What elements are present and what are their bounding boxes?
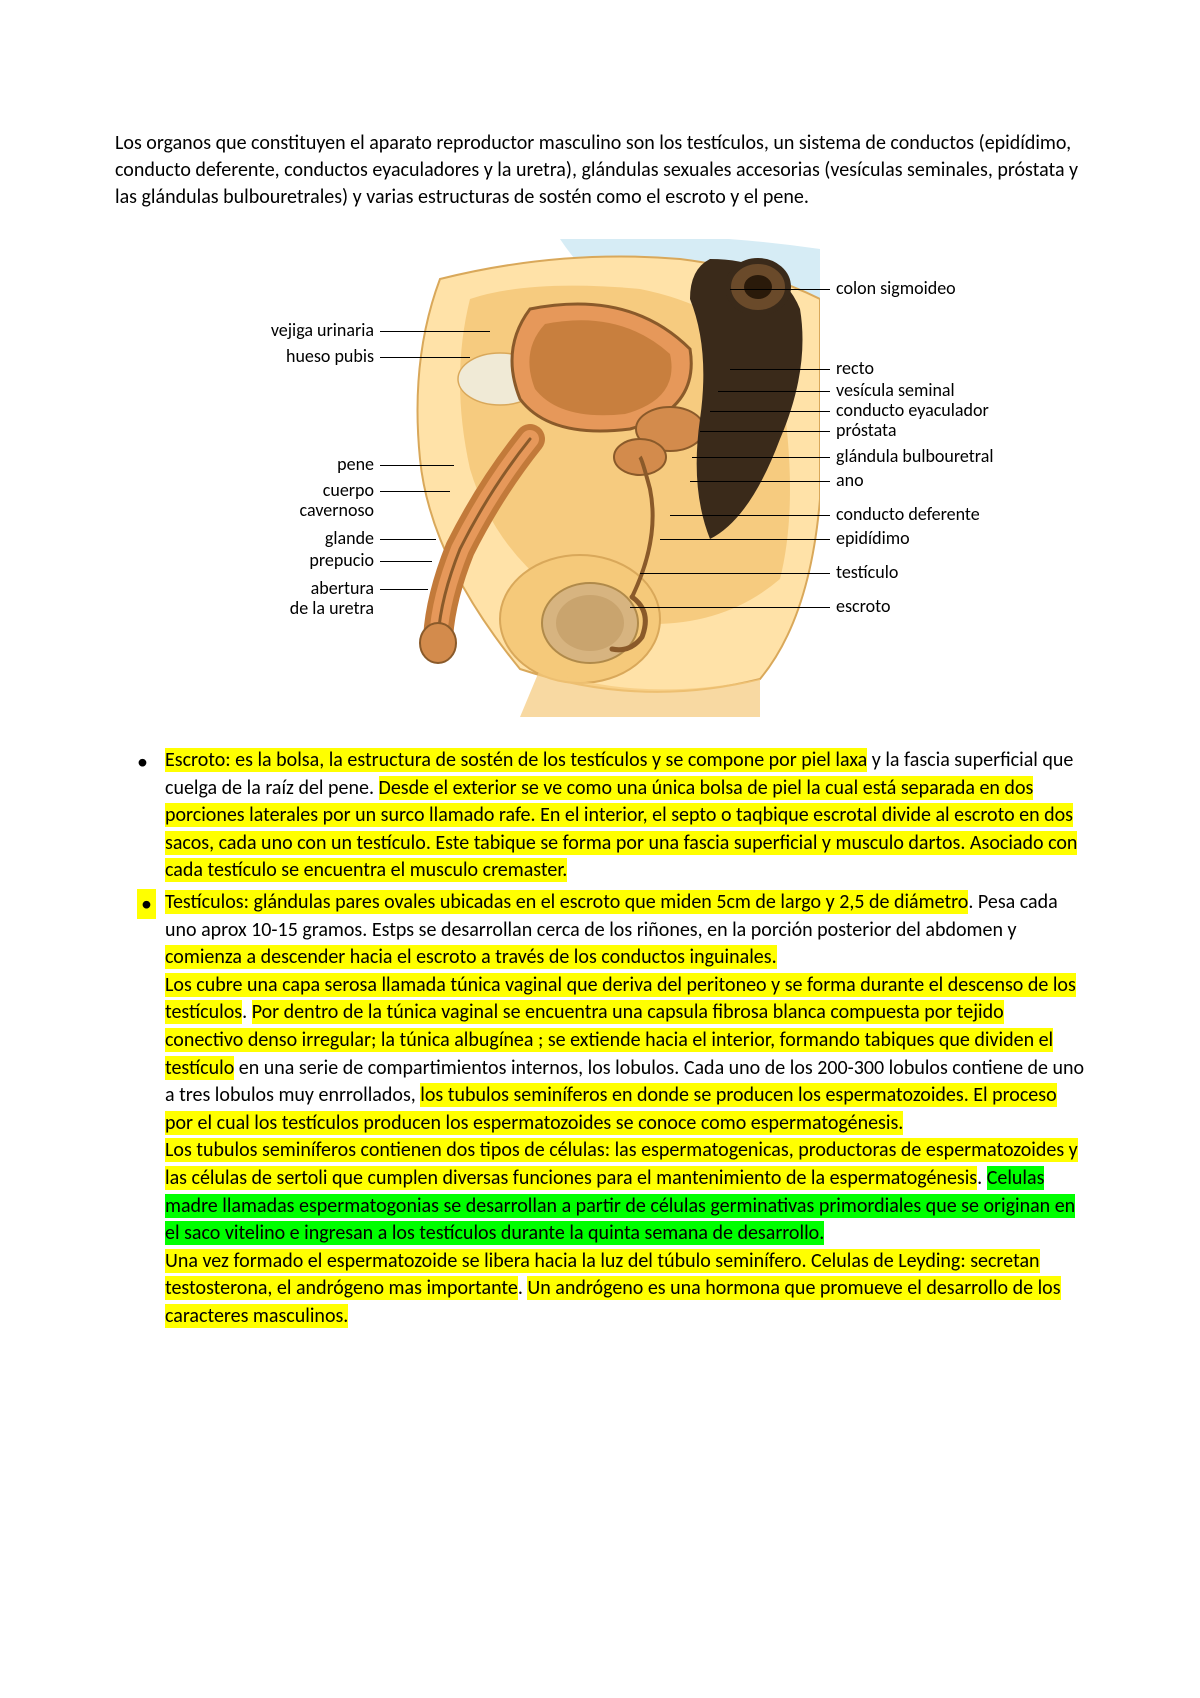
diagram-label: hueso pubis	[286, 347, 374, 367]
diagram-label: conducto deferente	[836, 505, 980, 525]
leader-line	[700, 431, 830, 432]
diagram-label: glande	[325, 529, 374, 549]
diagram-label: prepucio	[309, 551, 374, 571]
diagram-label: próstata	[836, 421, 896, 441]
leader-line	[710, 411, 830, 412]
bullet-testiculos: Testículos: glándulas pares ovales ubica…	[165, 889, 1085, 1331]
leader-line	[640, 573, 830, 574]
leader-line	[380, 491, 450, 492]
leader-line	[380, 331, 490, 332]
leader-line	[730, 369, 830, 370]
diagram-label: testículo	[836, 563, 898, 583]
text: .	[518, 1276, 528, 1300]
text: .	[977, 1166, 987, 1190]
anatomy-diagram: vejiga urinaria hueso pubis pene cuerpocave…	[170, 239, 1030, 719]
text: Los tubulos seminíferos contienen dos ti…	[165, 1138, 1078, 1190]
diagram-label: colon sigmoideo	[836, 279, 956, 299]
bullet-escroto: Escroto: es la bolsa, la estructura de s…	[165, 747, 1085, 885]
leader-line	[380, 357, 470, 358]
intro-paragraph: Los organos que constituyen el aparato r…	[115, 130, 1085, 211]
diagram-label: epidídimo	[836, 529, 910, 549]
diagram-label: pene	[337, 455, 374, 475]
notes-list: Escroto: es la bolsa, la estructura de s…	[115, 747, 1085, 1330]
leader-line	[630, 607, 830, 608]
leader-line	[718, 391, 830, 392]
leader-line	[692, 457, 830, 458]
diagram-label: ano	[836, 471, 864, 491]
document-page: Los organos que constituyen el aparato r…	[0, 0, 1200, 1698]
anatomy-svg	[380, 239, 820, 719]
diagram-label: vesícula seminal	[836, 381, 955, 401]
leader-line	[380, 589, 428, 590]
diagram-label: recto	[836, 359, 874, 379]
text: comienza a descender hacia el escroto a …	[165, 945, 777, 969]
leader-line	[380, 561, 432, 562]
leader-line	[670, 515, 830, 516]
leader-line	[380, 465, 454, 466]
leader-line	[660, 539, 830, 540]
diagram-label: conducto eyaculador	[836, 401, 989, 421]
leader-line	[730, 289, 830, 290]
diagram-label: escroto	[836, 597, 890, 617]
leader-line	[690, 481, 830, 482]
text: .	[242, 1000, 252, 1024]
diagram-label: glándula bulbouretral	[836, 447, 993, 467]
diagram-label: aberturade la uretra	[290, 579, 374, 619]
leader-line	[380, 539, 436, 540]
text: Testículos: glándulas pares ovales ubica…	[165, 890, 968, 914]
diagram-label: cuerpocavernoso	[300, 481, 374, 521]
text: Escroto: es la bolsa, la estructura de s…	[165, 748, 867, 772]
diagram-container: vejiga urinaria hueso pubis pene cuerpocave…	[115, 239, 1085, 719]
text: Estps se desarrollan cerca de los riñone…	[372, 918, 1017, 942]
diagram-label: vejiga urinaria	[271, 321, 374, 341]
